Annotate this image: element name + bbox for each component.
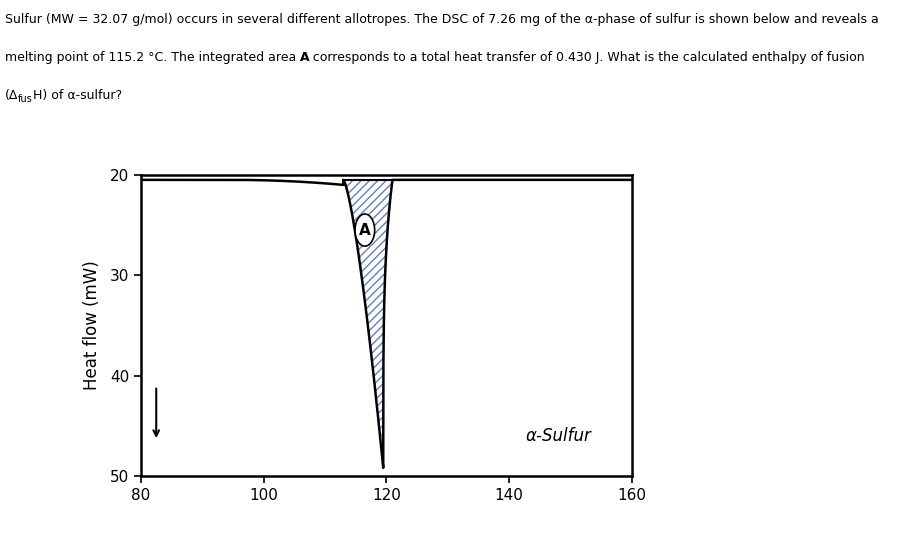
Text: H) of α-sulfur?: H) of α-sulfur?	[33, 89, 122, 102]
Text: melting point of 115.2 °C. The integrated area A corresponds to a total heat tra: melting point of 115.2 °C. The integrate…	[5, 51, 864, 64]
Text: α-Sulfur: α-Sulfur	[525, 427, 591, 445]
Text: A: A	[359, 223, 371, 238]
Text: fus: fus	[18, 94, 33, 104]
Text: (Δ: (Δ	[5, 89, 18, 102]
Circle shape	[355, 214, 375, 246]
Y-axis label: Heat flow (mW): Heat flow (mW)	[84, 260, 102, 391]
Text: Sulfur (MW = 32.07 g/mol) occurs in several different allotropes. The DSC of 7.2: Sulfur (MW = 32.07 g/mol) occurs in seve…	[5, 13, 878, 26]
Text: A: A	[300, 51, 309, 64]
